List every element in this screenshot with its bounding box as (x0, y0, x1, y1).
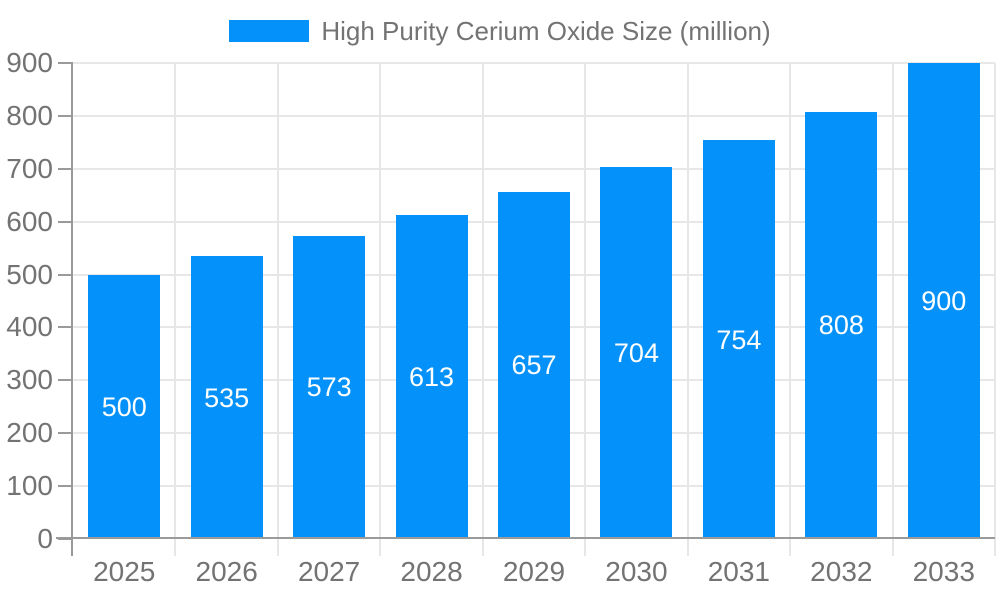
x-gridline (174, 63, 177, 539)
x-axis-label: 2031 (707, 556, 771, 587)
y-axis-label: 600 (6, 205, 53, 237)
y-axis-tick (58, 485, 73, 488)
y-axis-tick (58, 114, 73, 117)
x-axis-label: 2027 (297, 556, 361, 587)
x-gridline (789, 63, 792, 539)
legend-label: High Purity Cerium Oxide Size (million) (321, 16, 771, 46)
bar-value-label: 535 (204, 382, 250, 413)
y-axis-label: 0 (37, 523, 53, 554)
x-axis-label: 2025 (93, 556, 156, 587)
x-axis-label: 2030 (605, 556, 668, 587)
y-gridline (73, 62, 995, 64)
y-axis-label: 200 (6, 417, 53, 449)
x-axis-label: 2028 (400, 556, 463, 587)
x-axis-tick (994, 539, 996, 556)
y-axis-tick (58, 538, 73, 540)
y-axis-tick (58, 167, 73, 170)
x-gridline (686, 63, 689, 539)
x-axis-label: 2029 (502, 556, 566, 587)
bar-value-label: 573 (306, 372, 352, 403)
y-axis-tick (58, 326, 73, 329)
x-axis-label: 2032 (810, 556, 873, 587)
x-gridline (994, 63, 996, 539)
x-axis-tick (686, 539, 689, 556)
legend-swatch-icon (229, 20, 310, 42)
x-gridline (276, 63, 279, 539)
bar-value-label: 808 (818, 310, 864, 341)
x-axis-label: 2026 (195, 556, 258, 587)
x-axis-tick (584, 539, 587, 556)
y-axis-tick (58, 220, 73, 223)
bar-2030[interactable] (600, 166, 673, 539)
x-gridline (891, 63, 894, 539)
y-axis-label: 700 (6, 152, 53, 184)
x-axis-line (56, 537, 995, 539)
bar-value-label: 613 (409, 361, 455, 392)
y-axis-line (71, 63, 73, 556)
x-gridline (584, 63, 587, 539)
y-axis-label: 400 (6, 311, 53, 343)
x-axis-tick (276, 539, 279, 556)
y-axis-label: 300 (6, 364, 53, 396)
y-axis-tick (58, 379, 73, 382)
y-axis-tick (58, 62, 73, 64)
x-gridline (481, 63, 484, 539)
bar-2033[interactable] (907, 63, 980, 539)
x-axis-tick (481, 539, 484, 556)
y-axis-label: 500 (6, 258, 53, 290)
bar-2028[interactable] (395, 214, 468, 539)
y-gridline (73, 114, 995, 117)
y-axis-label: 900 (6, 47, 53, 78)
bar-2032[interactable] (805, 111, 878, 539)
x-axis-tick (174, 539, 177, 556)
x-axis-tick (379, 539, 382, 556)
bar-2026[interactable] (190, 256, 263, 539)
x-axis-tick (891, 539, 894, 556)
bar-value-label: 754 (716, 324, 762, 355)
y-axis-label: 800 (6, 99, 53, 131)
y-gridline (73, 167, 995, 170)
legend-item[interactable]: High Purity Cerium Oxide Size (million) (0, 14, 1000, 48)
y-axis-tick (58, 273, 73, 276)
x-gridline (379, 63, 382, 539)
bar-value-label: 500 (101, 391, 147, 422)
bar-2025[interactable] (88, 274, 161, 539)
bar-value-label: 900 (921, 286, 967, 316)
bar-2029[interactable] (498, 191, 570, 539)
bar-value-label: 704 (613, 337, 659, 368)
bar-2031[interactable] (702, 140, 775, 539)
y-axis-label: 100 (6, 470, 53, 502)
y-axis-tick (58, 432, 73, 435)
bar-2027[interactable] (293, 235, 366, 539)
x-axis-tick (789, 539, 792, 556)
x-axis-label: 2033 (912, 556, 975, 587)
bar-value-label: 657 (511, 350, 557, 381)
